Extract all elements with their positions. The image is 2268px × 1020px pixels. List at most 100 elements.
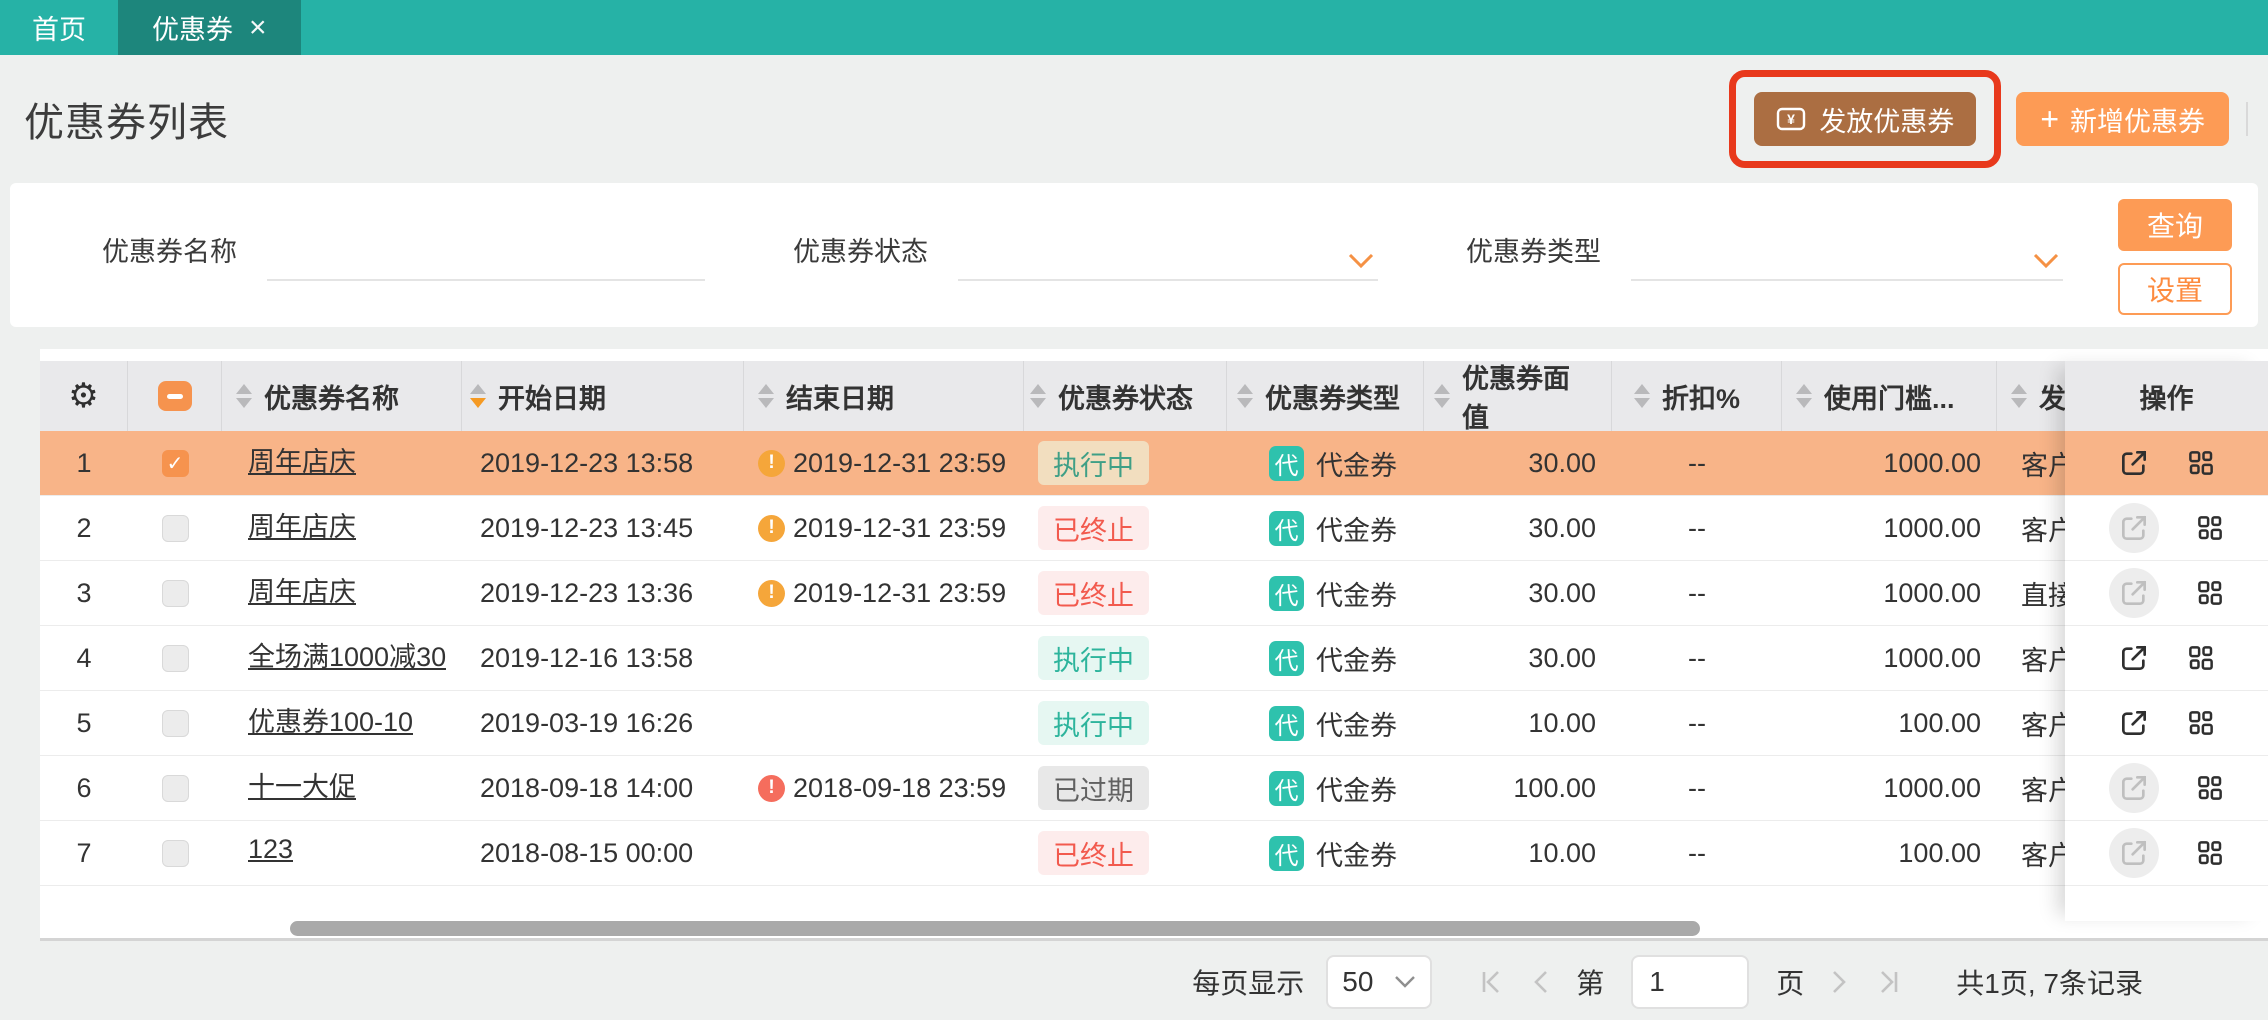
- page-number-input[interactable]: 1: [1631, 955, 1750, 1009]
- row-checkbox[interactable]: [161, 774, 189, 802]
- filter-name-field: 优惠券名称: [102, 230, 705, 281]
- filter-type-field: 优惠券类型: [1466, 230, 2063, 281]
- header-threshold[interactable]: 使用门槛...: [1782, 361, 1997, 431]
- per-page-select[interactable]: 50: [1326, 955, 1433, 1009]
- share-icon[interactable]: [2118, 707, 2150, 739]
- share-icon[interactable]: [2108, 568, 2159, 618]
- row-actions: [2065, 431, 2268, 495]
- settings-button[interactable]: 设置: [2118, 263, 2232, 315]
- next-page-icon[interactable]: [1831, 969, 1849, 995]
- coupon-name-link[interactable]: 全场满1000减30: [248, 642, 447, 672]
- row-checkbox[interactable]: [161, 579, 189, 607]
- row-checkbox[interactable]: [161, 839, 189, 867]
- coupon-name-link[interactable]: 周年店庆: [248, 447, 356, 477]
- coupon-name-link[interactable]: 周年店庆: [248, 577, 356, 607]
- threshold: 1000.00: [1883, 512, 1981, 543]
- grid-actions-icon[interactable]: [2195, 838, 2225, 868]
- header-status[interactable]: 优惠券状态: [1024, 361, 1227, 431]
- voucher-type-icon: 代: [1269, 640, 1304, 676]
- header-issue-method[interactable]: 发: [1997, 361, 2157, 431]
- row-checkbox[interactable]: [161, 449, 189, 477]
- status-badge: 已终止: [1038, 506, 1149, 550]
- header-coupon-name[interactable]: 优惠券名称: [222, 361, 462, 431]
- face-value: 30.00: [1528, 642, 1596, 673]
- filter-status-field: 优惠券状态: [793, 230, 1378, 281]
- row-index: 7: [76, 837, 92, 868]
- row-actions: [2065, 821, 2268, 885]
- coupon-name-link[interactable]: 优惠券100-10: [248, 707, 414, 737]
- header-start-date[interactable]: 开始日期: [462, 361, 744, 431]
- svg-text:¥: ¥: [1787, 111, 1795, 127]
- threshold: 100.00: [1898, 707, 1981, 738]
- close-icon[interactable]: ×: [249, 10, 267, 44]
- header-type[interactable]: 优惠券类型: [1227, 361, 1424, 431]
- filter-name-label: 优惠券名称: [102, 236, 237, 267]
- grid-actions-icon[interactable]: [2195, 578, 2225, 608]
- coupon-status-select[interactable]: [958, 235, 1378, 281]
- grid-actions-icon[interactable]: [2195, 513, 2225, 543]
- pagination-bar: 每页显示 50 第 1 页 共1页, 7条记录: [0, 941, 2268, 1020]
- search-button[interactable]: 查询: [2118, 199, 2232, 251]
- header-end-date[interactable]: 结束日期: [744, 361, 1024, 431]
- coupon-type: 代 代金券: [1227, 574, 1424, 613]
- table-row: 7 123 2018-08-15 00:00 ! 已终止 代 代金券 10.00…: [40, 821, 2268, 886]
- share-icon[interactable]: [2118, 642, 2150, 674]
- warning-icon: !: [758, 514, 785, 542]
- grid-actions-icon[interactable]: [2186, 448, 2216, 478]
- threshold: 1000.00: [1883, 577, 1981, 608]
- voucher-type-icon: 代: [1269, 835, 1304, 871]
- grid-actions-icon[interactable]: [2186, 708, 2216, 738]
- share-icon[interactable]: [2108, 503, 2159, 553]
- select-all-cell: [128, 361, 222, 431]
- row-checkbox[interactable]: [161, 644, 189, 672]
- share-icon[interactable]: [2108, 828, 2159, 878]
- row-actions: [2065, 496, 2268, 560]
- start-date: 2018-08-15 00:00: [480, 837, 694, 868]
- coupon-name-link[interactable]: 周年店庆: [248, 512, 356, 542]
- prev-page-icon[interactable]: [1531, 969, 1549, 995]
- share-icon[interactable]: [2118, 447, 2150, 479]
- issue-coupon-button[interactable]: ¥ 发放优惠券: [1754, 92, 1977, 146]
- tab-coupon[interactable]: 优惠券 ×: [118, 0, 301, 55]
- coupon-name-input[interactable]: [267, 235, 705, 281]
- face-value: 10.00: [1528, 707, 1596, 738]
- start-date: 2019-12-23 13:36: [480, 577, 694, 608]
- sort-arrows-icon: [1237, 384, 1253, 408]
- header-face-value[interactable]: 优惠券面值: [1424, 361, 1612, 433]
- share-icon[interactable]: [2108, 763, 2159, 813]
- start-date: 2019-03-19 16:26: [480, 707, 694, 738]
- grid-actions-icon[interactable]: [2186, 643, 2216, 673]
- voucher-type-icon: 代: [1269, 575, 1304, 611]
- start-date: 2019-12-23 13:45: [480, 512, 694, 543]
- page-suffix: 页: [1776, 968, 1805, 999]
- end-date: ! 2019-12-31 23:59: [744, 513, 1024, 544]
- tab-home[interactable]: 首页: [0, 0, 118, 55]
- top-tab-bar: 首页 优惠券 ×: [0, 0, 2268, 55]
- horizontal-scrollbar-track[interactable]: [40, 920, 2268, 938]
- face-value: 30.00: [1528, 512, 1596, 543]
- gear-icon[interactable]: ⚙: [68, 377, 99, 415]
- end-date: ! 2018-09-18 23:59: [744, 773, 1024, 804]
- sort-arrows-icon: [1634, 384, 1650, 408]
- row-index: 5: [76, 707, 92, 738]
- coupon-name-link[interactable]: 123: [248, 834, 294, 864]
- select-all-checkbox[interactable]: [157, 381, 192, 411]
- table-row: 4 全场满1000减30 2019-12-16 13:58 ! 执行中 代 代金…: [40, 626, 2268, 691]
- face-value: 30.00: [1528, 447, 1596, 478]
- tab-home-label: 首页: [32, 15, 86, 45]
- horizontal-scrollbar-thumb[interactable]: [290, 921, 1700, 936]
- row-checkbox[interactable]: [161, 709, 189, 737]
- grid-actions-icon[interactable]: [2195, 773, 2225, 803]
- row-checkbox[interactable]: [161, 514, 189, 542]
- coupon-name-link[interactable]: 十一大促: [248, 772, 356, 802]
- coupon-type-select[interactable]: [1631, 235, 2063, 281]
- coupon-type: 代 代金券: [1227, 769, 1424, 808]
- header-discount[interactable]: 折扣%: [1612, 361, 1782, 431]
- voucher-type-icon: 代: [1269, 510, 1304, 546]
- add-coupon-button[interactable]: + 新增优惠券: [2016, 92, 2229, 146]
- page-header: 优惠券列表 ¥ 发放优惠券 + 新增优惠券: [0, 55, 2268, 183]
- last-page-icon[interactable]: [1876, 969, 1900, 995]
- end-date: ! 2019-12-31 23:59: [744, 578, 1024, 609]
- first-page-icon[interactable]: [1480, 969, 1504, 995]
- chevron-down-icon: [1348, 253, 1374, 268]
